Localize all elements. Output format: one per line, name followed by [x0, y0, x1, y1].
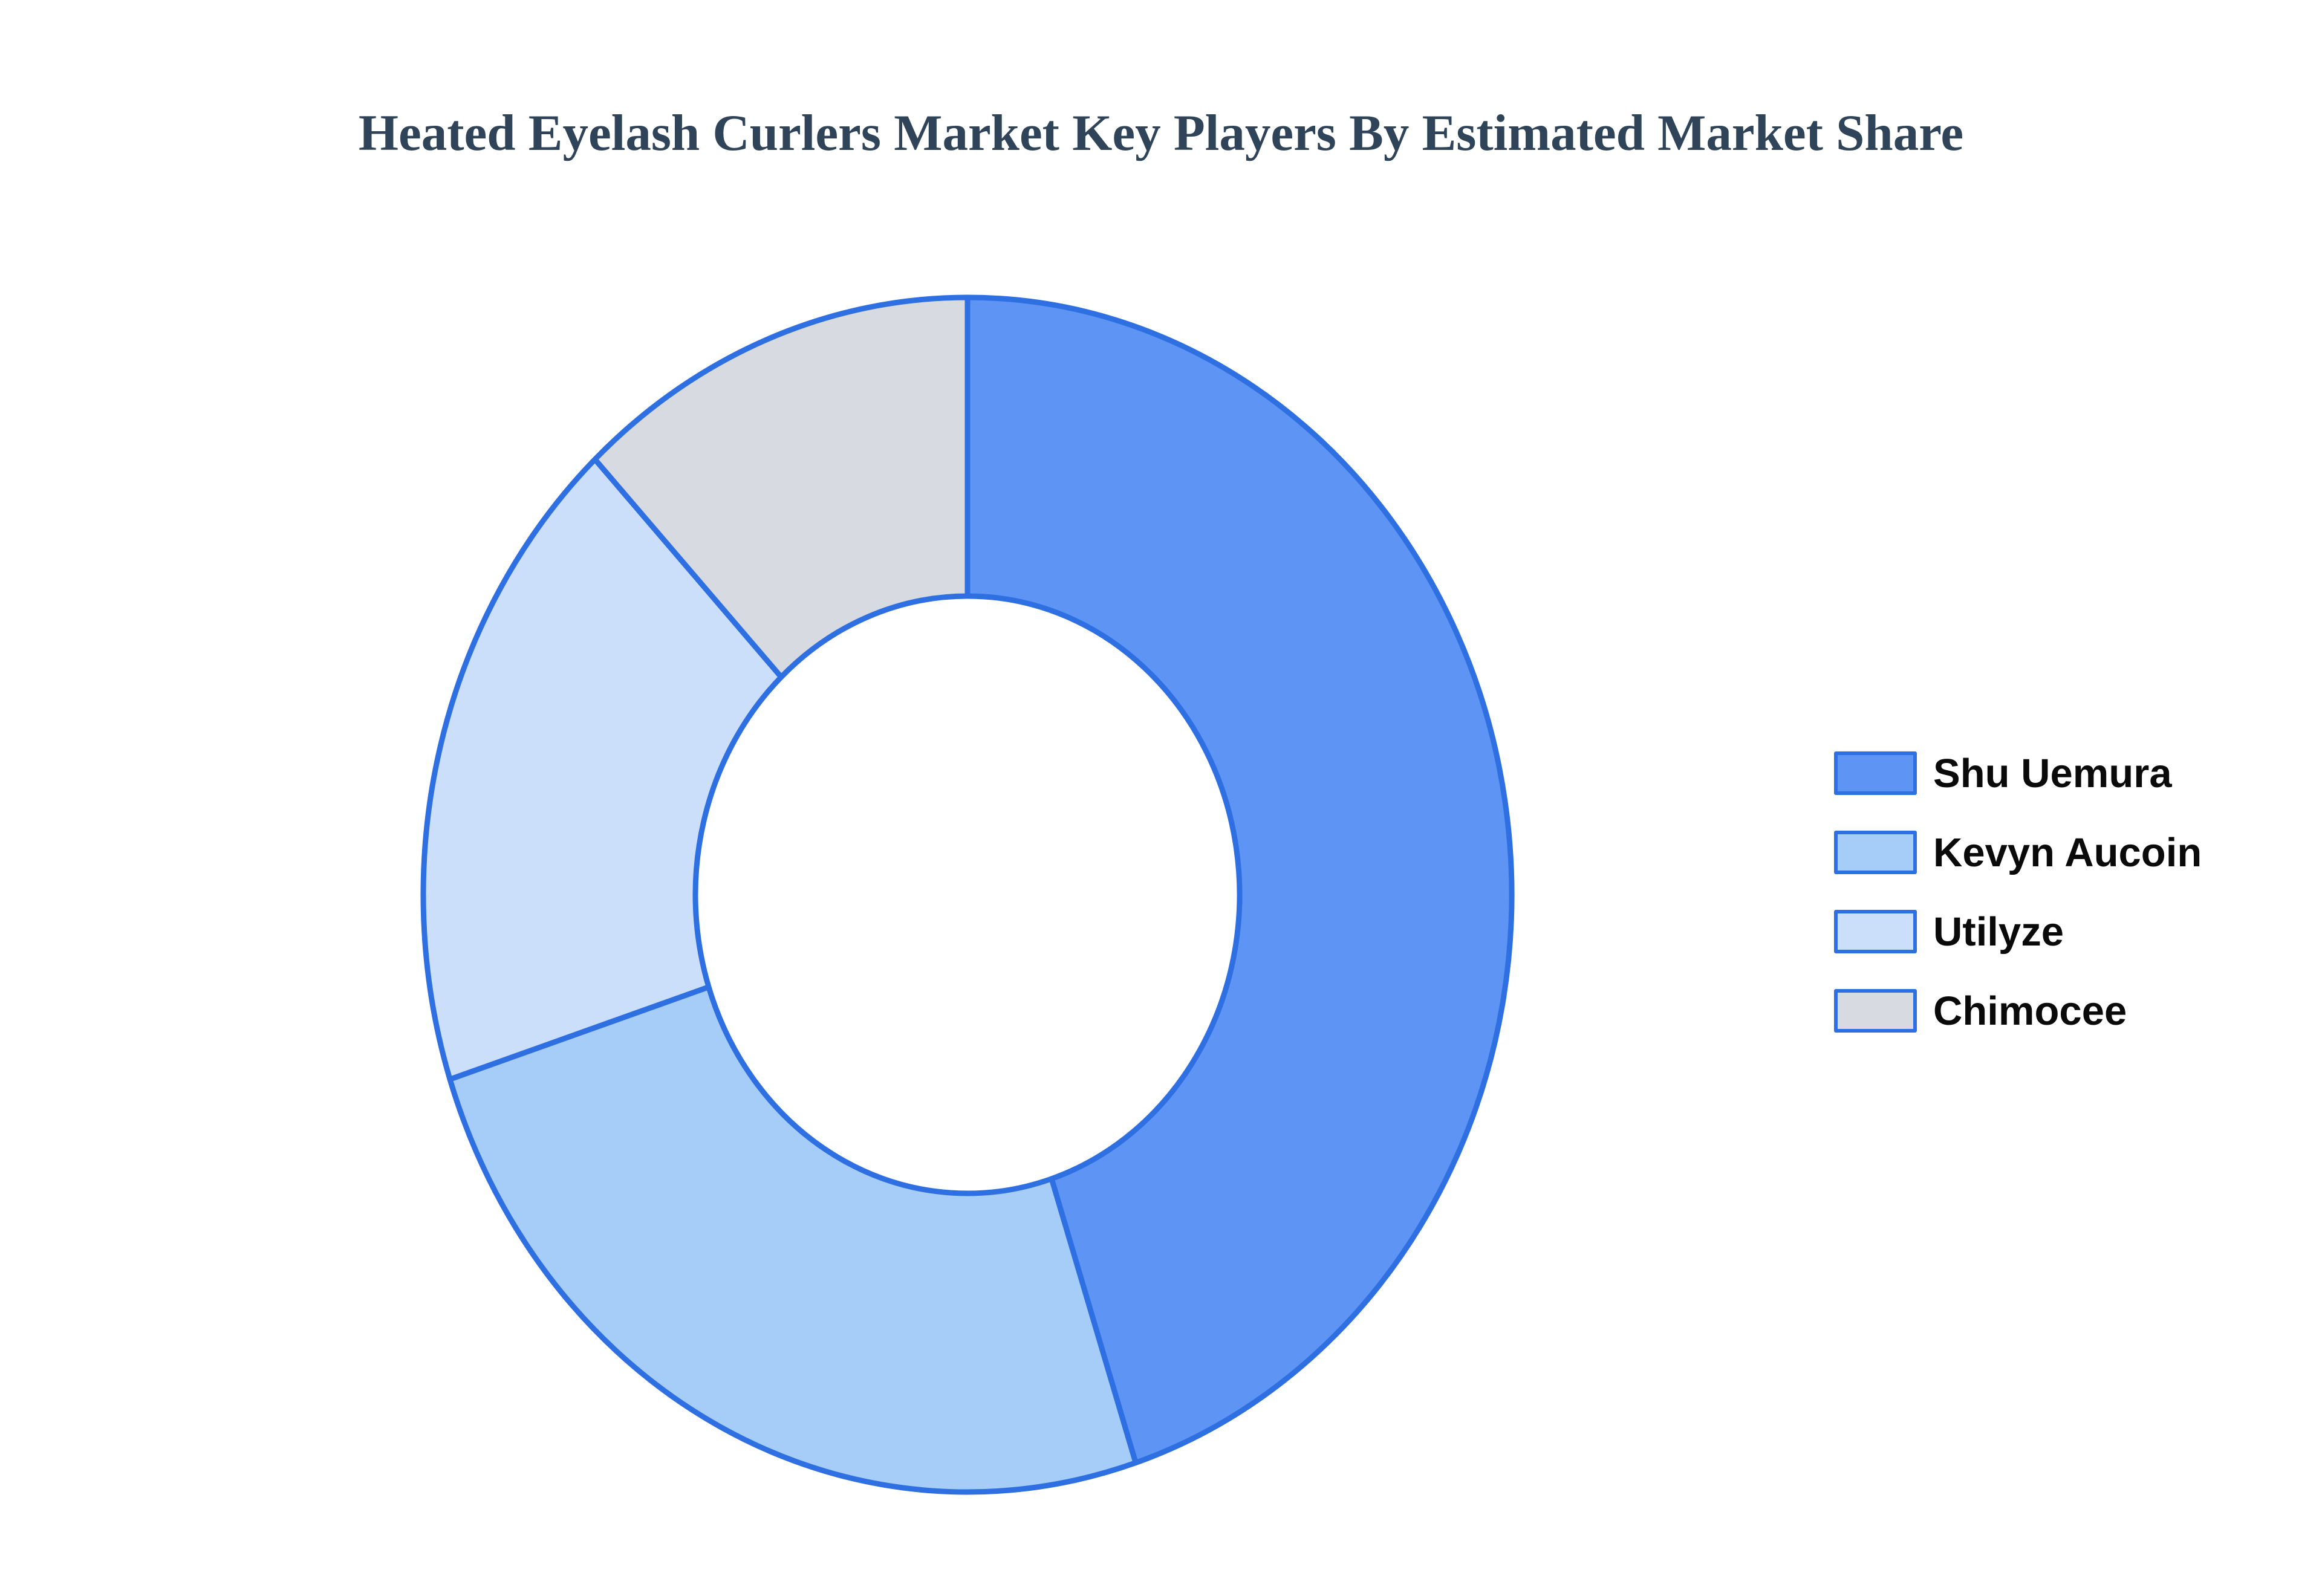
pie-slice-shu-uemura[interactable] [964, 294, 1515, 1466]
legend-swatch[interactable] [1834, 831, 1917, 874]
donut-chart [420, 294, 1515, 1495]
legend-label[interactable]: Utilyze [1933, 909, 2064, 955]
legend-item-chimocee[interactable]: Chimocee [1834, 989, 2202, 1033]
legend-swatch[interactable] [1834, 989, 1917, 1033]
legend-swatch[interactable] [1834, 910, 1917, 953]
legend-item-utilyze[interactable]: Utilyze [1834, 910, 2202, 953]
legend-label[interactable]: Chimocee [1933, 988, 2127, 1034]
legend: Shu Uemura Kevyn Aucoin Utilyze Chimocee [1834, 751, 2202, 1068]
legend-swatch[interactable] [1834, 751, 1917, 795]
legend-label[interactable]: Shu Uemura [1933, 750, 2172, 796]
legend-label[interactable]: Kevyn Aucoin [1933, 829, 2202, 875]
legend-item-shu-uemura[interactable]: Shu Uemura [1834, 751, 2202, 795]
pie-slice-kevyn-aucoin[interactable] [447, 984, 1139, 1495]
chart-title: Heated Eyelash Curlers Market Key Player… [358, 105, 1964, 161]
pie-slice-utilyze[interactable] [420, 456, 784, 1082]
legend-item-kevyn-aucoin[interactable]: Kevyn Aucoin [1834, 831, 2202, 874]
pie-slice-chimocee[interactable] [592, 294, 971, 680]
